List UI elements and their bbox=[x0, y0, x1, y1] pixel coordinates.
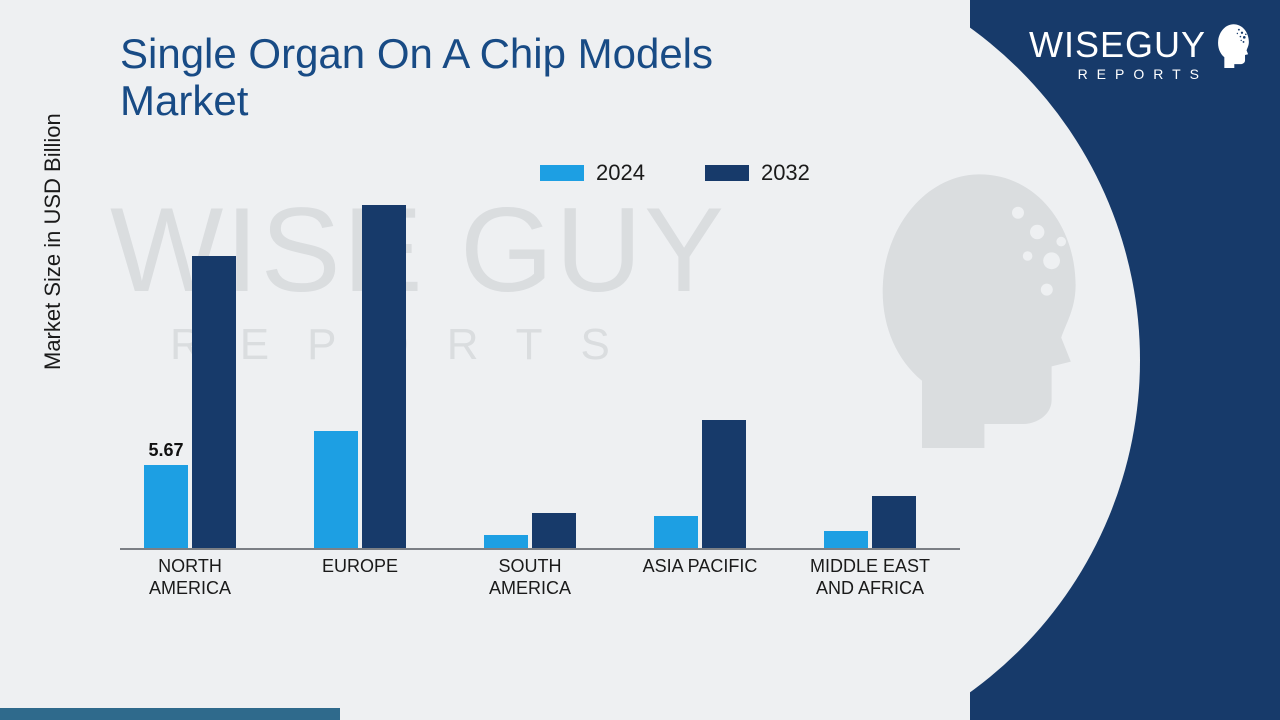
x-axis-baseline bbox=[120, 548, 960, 550]
bar bbox=[702, 420, 746, 548]
brand-main-text: WISEGUY bbox=[1029, 24, 1206, 66]
bar bbox=[192, 256, 236, 548]
y-axis-label: Market Size in USD Billion bbox=[40, 113, 66, 370]
bar bbox=[484, 535, 528, 548]
brand-head-icon bbox=[1212, 22, 1252, 68]
bar-group: 5.67 bbox=[144, 256, 236, 548]
brand-sub-text: REPORTS bbox=[1029, 66, 1208, 82]
legend-swatch-2024 bbox=[540, 165, 584, 181]
x-axis-category-label: SOUTH AMERICA bbox=[460, 556, 600, 599]
bar-value-label: 5.67 bbox=[148, 440, 183, 461]
x-axis-category-label: ASIA PACIFIC bbox=[630, 556, 770, 578]
chart-legend: 2024 2032 bbox=[540, 160, 810, 186]
chart-canvas: WISE GUY REPORTS Single Organ On A Chip … bbox=[0, 0, 1280, 720]
x-axis-category-label: NORTH AMERICA bbox=[120, 556, 260, 599]
legend-swatch-2032 bbox=[705, 165, 749, 181]
bar-group bbox=[484, 513, 576, 548]
bar-group bbox=[824, 496, 916, 549]
x-axis-category-label: MIDDLE EAST AND AFRICA bbox=[800, 556, 940, 599]
chart-plot-area: 5.67 bbox=[120, 200, 960, 550]
bottom-accent-bar bbox=[0, 708, 340, 720]
bar bbox=[824, 531, 868, 549]
bar bbox=[314, 431, 358, 548]
bar-group bbox=[654, 420, 746, 548]
bar bbox=[654, 516, 698, 548]
legend-item-2024: 2024 bbox=[540, 160, 645, 186]
legend-label-2032: 2032 bbox=[761, 160, 810, 186]
bar bbox=[872, 496, 916, 549]
bar-group bbox=[314, 205, 406, 548]
brand-logo: WISEGUY REPORTS bbox=[1029, 22, 1252, 82]
chart-title: Single Organ On A Chip Models Market bbox=[120, 30, 810, 124]
bar bbox=[532, 513, 576, 548]
bar: 5.67 bbox=[144, 465, 188, 548]
legend-item-2032: 2032 bbox=[705, 160, 810, 186]
legend-label-2024: 2024 bbox=[596, 160, 645, 186]
bar bbox=[362, 205, 406, 548]
right-brand-panel bbox=[970, 0, 1280, 720]
x-axis-category-label: EUROPE bbox=[290, 556, 430, 578]
